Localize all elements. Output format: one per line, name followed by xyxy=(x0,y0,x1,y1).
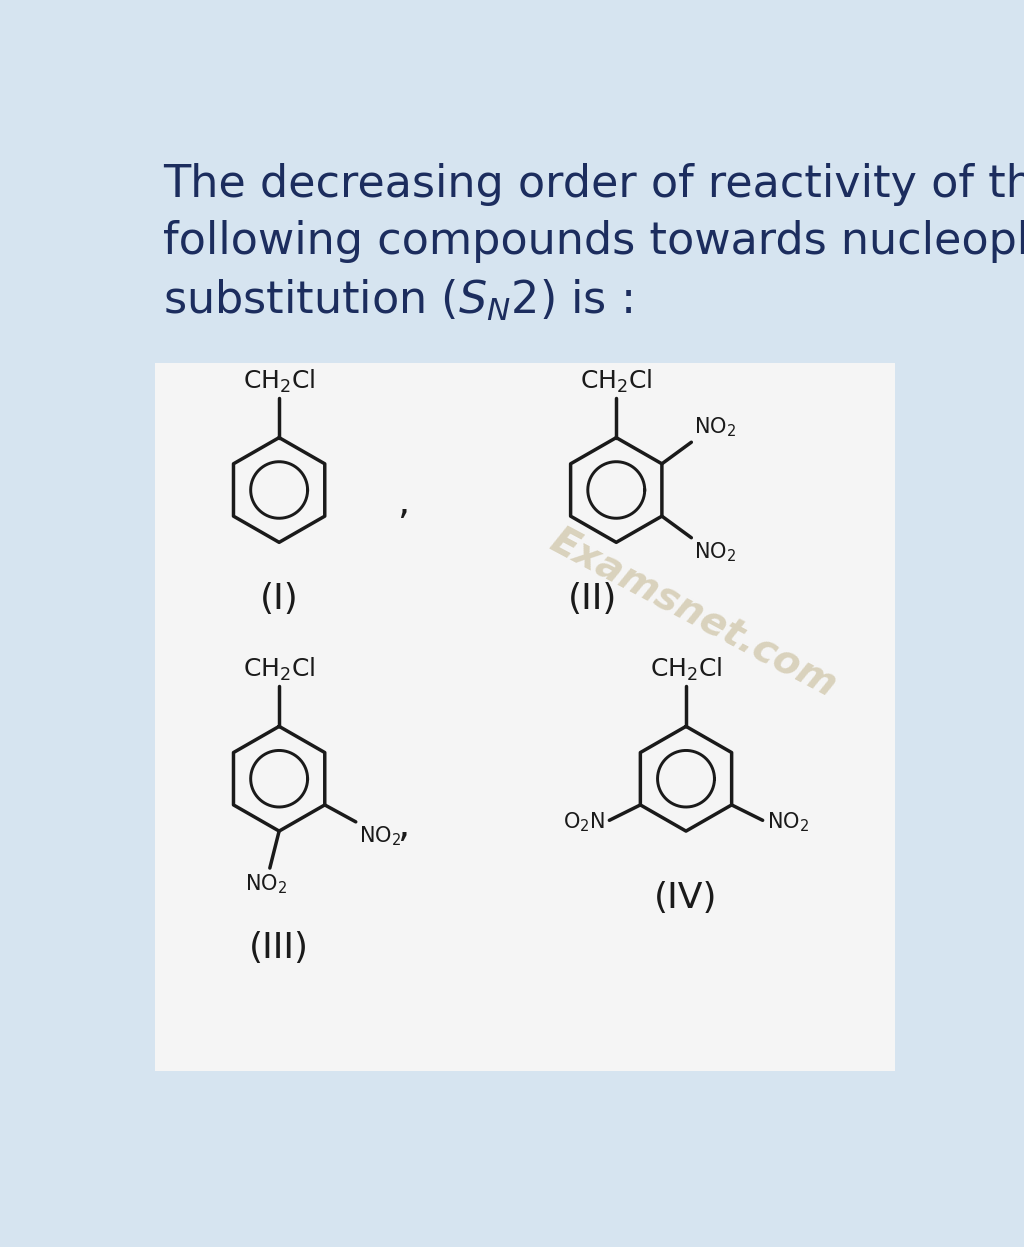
Text: NO$_2$: NO$_2$ xyxy=(245,872,287,895)
Text: Examsnet.com: Examsnet.com xyxy=(544,521,844,705)
Text: following compounds towards nucleophilic: following compounds towards nucleophilic xyxy=(163,221,1024,263)
Bar xyxy=(155,363,895,1071)
Text: NO$_2$: NO$_2$ xyxy=(358,824,401,848)
Text: ,: , xyxy=(397,483,410,520)
Text: (III): (III) xyxy=(249,932,309,965)
Text: NO$_2$: NO$_2$ xyxy=(694,541,736,565)
Text: (IV): (IV) xyxy=(654,882,718,915)
Text: The decreasing order of reactivity of the: The decreasing order of reactivity of th… xyxy=(163,162,1024,206)
Text: (I): (I) xyxy=(260,582,299,616)
Text: CH$_2$Cl: CH$_2$Cl xyxy=(243,368,315,394)
Text: (II): (II) xyxy=(568,582,617,616)
Text: CH$_2$Cl: CH$_2$Cl xyxy=(650,656,722,683)
Text: CH$_2$Cl: CH$_2$Cl xyxy=(243,656,315,683)
Text: NO$_2$: NO$_2$ xyxy=(767,811,809,834)
Text: NO$_2$: NO$_2$ xyxy=(694,415,736,439)
Text: CH$_2$Cl: CH$_2$Cl xyxy=(580,368,652,394)
Text: substitution ($\it{S}_{N}$2) is :: substitution ($\it{S}_{N}$2) is : xyxy=(163,278,632,323)
Text: ,: , xyxy=(397,806,410,844)
Text: O$_2$N: O$_2$N xyxy=(562,811,605,834)
